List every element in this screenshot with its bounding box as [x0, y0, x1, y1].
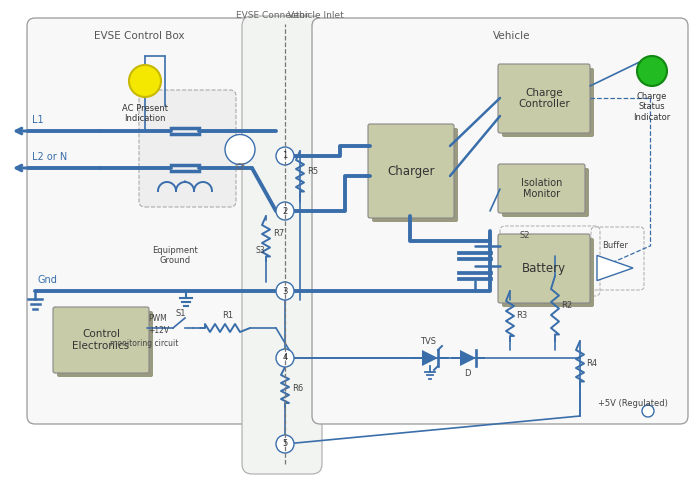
Text: Vehicle Inlet: Vehicle Inlet [288, 12, 344, 20]
FancyBboxPatch shape [242, 16, 322, 474]
Polygon shape [597, 256, 633, 280]
Text: monitoring circuit: monitoring circuit [110, 339, 178, 348]
Circle shape [276, 349, 294, 367]
Circle shape [642, 405, 654, 417]
Text: +5V (Regulated): +5V (Regulated) [598, 399, 668, 408]
Text: R4: R4 [586, 359, 597, 368]
Polygon shape [422, 350, 438, 366]
Text: R3: R3 [516, 311, 527, 320]
Text: S1: S1 [175, 309, 186, 318]
Text: 4: 4 [282, 353, 288, 363]
Text: EVSE Connector: EVSE Connector [236, 12, 309, 20]
Text: +12V: +12V [148, 326, 169, 335]
Text: L2 or N: L2 or N [32, 152, 67, 162]
Text: Charge
Status
Indicator: Charge Status Indicator [634, 92, 671, 122]
Text: TVS: TVS [420, 337, 436, 346]
Text: R2: R2 [561, 301, 572, 310]
Text: AC Present
Indication: AC Present Indication [122, 104, 168, 123]
Text: Charge
Controller: Charge Controller [518, 87, 570, 109]
Text: PWM: PWM [148, 314, 167, 323]
FancyBboxPatch shape [498, 64, 590, 133]
Text: L1: L1 [32, 115, 43, 125]
Text: Cf: Cf [235, 163, 244, 172]
Text: 1: 1 [282, 152, 288, 160]
Text: Vehicle: Vehicle [494, 31, 531, 41]
FancyBboxPatch shape [498, 234, 590, 303]
FancyBboxPatch shape [502, 238, 594, 307]
Text: R5: R5 [307, 167, 318, 176]
FancyBboxPatch shape [139, 90, 236, 207]
Text: Buffer: Buffer [602, 241, 628, 250]
Circle shape [276, 202, 294, 220]
Text: R6: R6 [292, 384, 303, 393]
FancyBboxPatch shape [27, 18, 251, 424]
Text: Equipment
Ground: Equipment Ground [152, 245, 198, 265]
Circle shape [637, 56, 667, 86]
Polygon shape [460, 350, 476, 366]
Circle shape [276, 435, 294, 453]
Circle shape [276, 147, 294, 165]
Text: Gnd: Gnd [37, 275, 57, 285]
Text: Isolation
Monitor: Isolation Monitor [521, 178, 562, 199]
FancyBboxPatch shape [502, 68, 594, 137]
Text: R1: R1 [222, 311, 233, 320]
FancyBboxPatch shape [372, 128, 458, 222]
Circle shape [276, 282, 294, 300]
Text: Battery: Battery [522, 262, 566, 275]
FancyBboxPatch shape [57, 311, 153, 377]
FancyBboxPatch shape [368, 124, 454, 218]
Text: R7: R7 [273, 229, 284, 238]
Text: EVSE Control Box: EVSE Control Box [94, 31, 184, 41]
FancyBboxPatch shape [53, 307, 149, 373]
Circle shape [225, 135, 255, 164]
Text: D: D [464, 369, 470, 378]
FancyBboxPatch shape [312, 18, 688, 424]
Text: S3: S3 [256, 246, 265, 255]
FancyBboxPatch shape [502, 168, 589, 217]
Text: S2: S2 [520, 231, 531, 240]
Text: 3: 3 [282, 287, 288, 295]
Text: 5: 5 [282, 439, 288, 449]
Text: Control
Electronics: Control Electronics [72, 329, 130, 351]
Text: Charger: Charger [387, 164, 435, 177]
Circle shape [129, 65, 161, 97]
Text: 2: 2 [282, 207, 288, 215]
FancyBboxPatch shape [498, 164, 585, 213]
